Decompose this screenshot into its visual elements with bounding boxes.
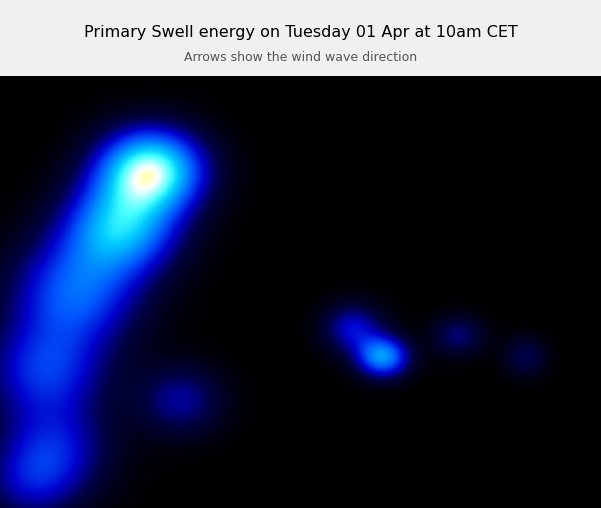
Text: Arrows show the wind wave direction: Arrows show the wind wave direction bbox=[184, 51, 417, 64]
Text: Primary Swell energy on Tuesday 01 Apr at 10am CET: Primary Swell energy on Tuesday 01 Apr a… bbox=[84, 25, 517, 41]
